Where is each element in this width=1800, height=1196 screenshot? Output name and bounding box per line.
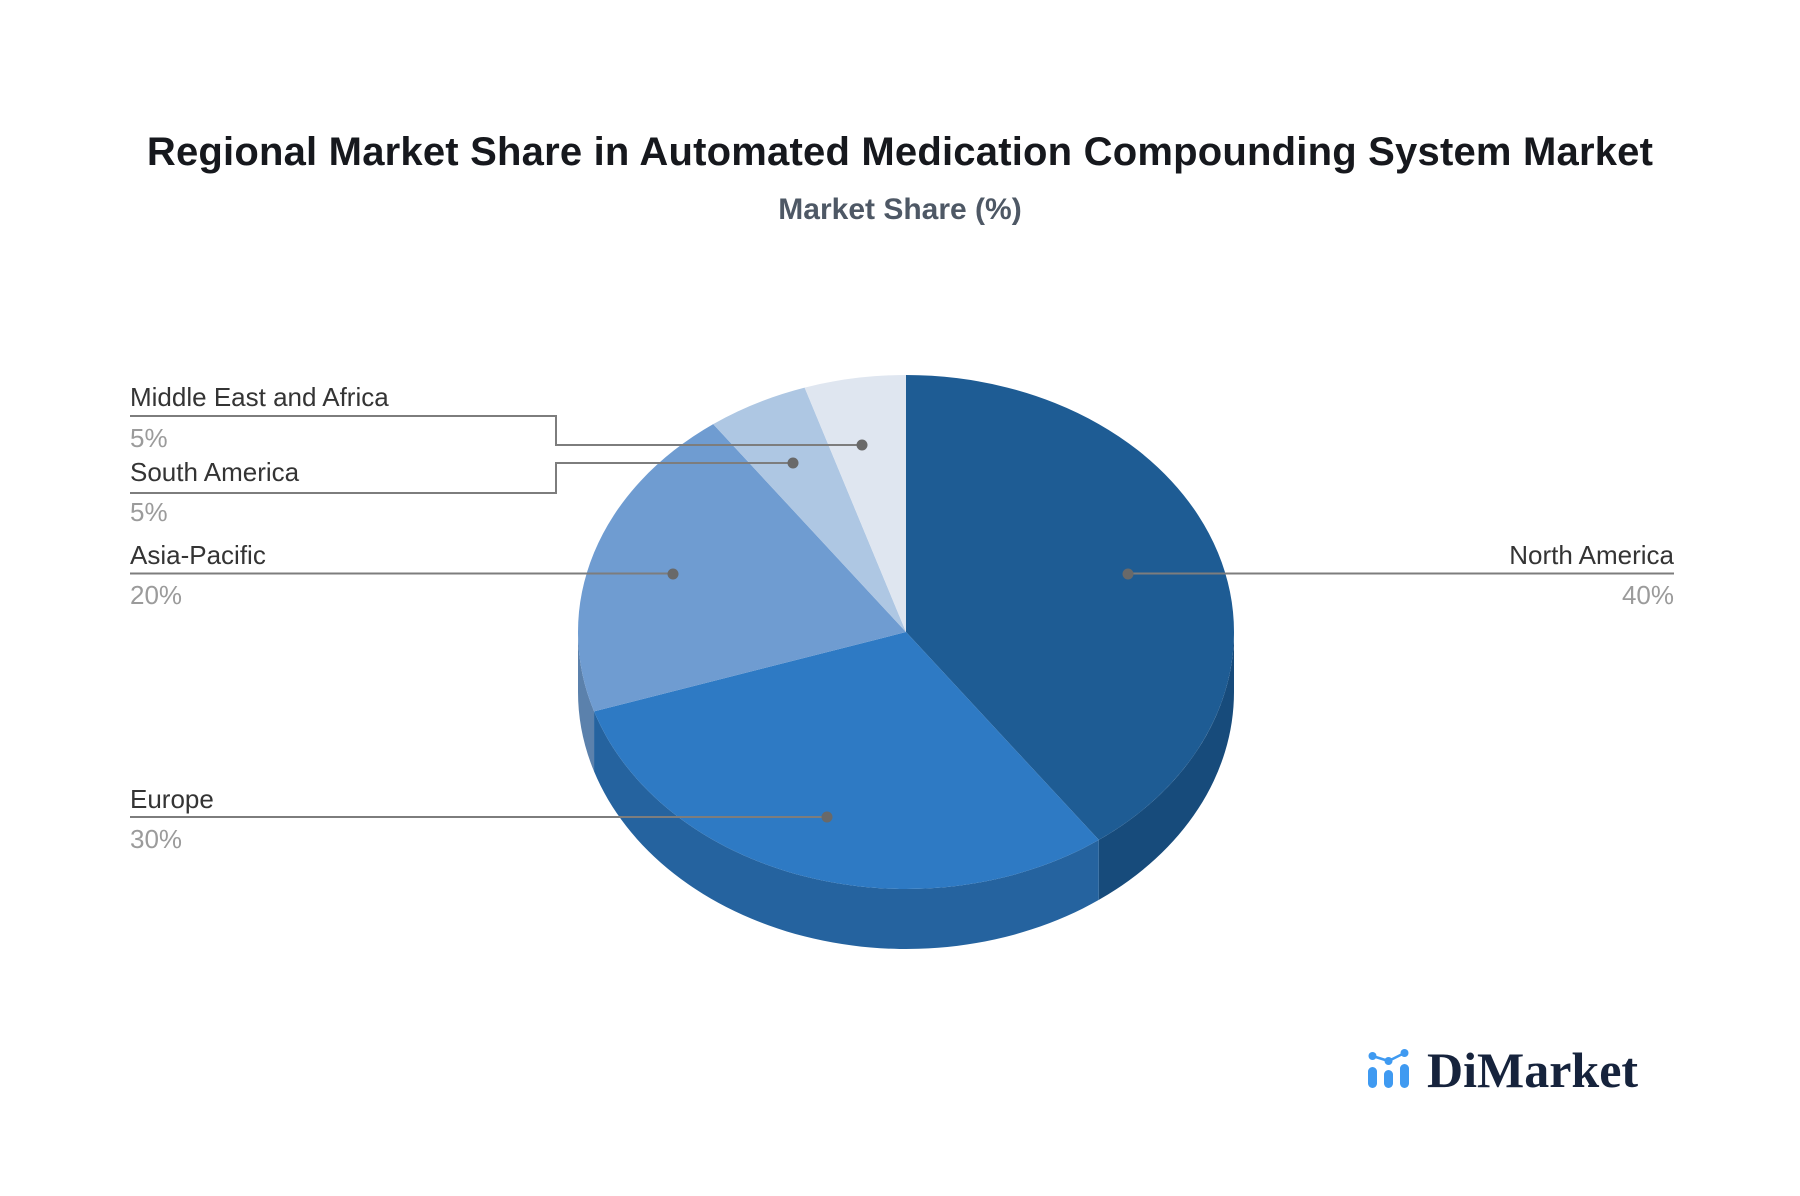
- callout-value-asia-pacific: 20%: [130, 580, 182, 610]
- callout-value-middle-east-and-africa: 5%: [130, 423, 168, 453]
- logo-dot: [1400, 1049, 1409, 1057]
- pie-slice-middle-east-and-africa[interactable]: [804, 375, 906, 632]
- logo-bar: [1400, 1064, 1409, 1088]
- leader-dot-south-america: [787, 457, 799, 469]
- logo-bar: [1368, 1067, 1377, 1088]
- callout-value-europe: 30%: [130, 824, 182, 854]
- pie-slice-side-asia-pacific: [578, 632, 595, 772]
- brand-logo: DiMarket: [1363, 1040, 1638, 1095]
- callout-label-asia-pacific: Asia-Pacific: [130, 540, 266, 570]
- pie-slice-europe[interactable]: [594, 632, 1099, 889]
- leader-line-middle-east-and-africa: [130, 415, 862, 446]
- pie-slice-asia-pacific[interactable]: [578, 424, 906, 712]
- leader-line-south-america: [130, 462, 793, 494]
- leader-dot-north-america: [1122, 568, 1134, 580]
- callout-label-middle-east-and-africa: Middle East and Africa: [130, 382, 389, 412]
- leader-dot-asia-pacific: [667, 568, 679, 580]
- callout-label-north-america: North America: [1509, 540, 1674, 570]
- callout-label-south-america: South America: [130, 457, 300, 487]
- leader-dot-middle-east-and-africa: [856, 439, 868, 451]
- bar-line-chart-icon: [1363, 1040, 1413, 1095]
- pie-slice-north-america[interactable]: [906, 375, 1234, 840]
- logo-bar: [1384, 1070, 1393, 1088]
- callout-label-europe: Europe: [130, 784, 214, 814]
- callout-value-south-america: 5%: [130, 497, 168, 527]
- pie-slice-south-america[interactable]: [713, 387, 906, 632]
- pie-slice-side-north-america: [1098, 632, 1234, 900]
- logo-dot: [1368, 1052, 1377, 1060]
- callout-value-north-america: 40%: [1622, 580, 1674, 610]
- logo-dot: [1384, 1057, 1393, 1065]
- leader-dot-europe: [821, 811, 833, 823]
- brand-name: DiMarket: [1427, 1042, 1639, 1098]
- chart-subtitle: Market Share (%): [778, 193, 1022, 226]
- chart-header: Regional Market Share in Automated Medic…: [0, 0, 1800, 227]
- chart-title: Regional Market Share in Automated Medic…: [146, 130, 1654, 174]
- pie-slice-side-europe: [594, 711, 1099, 949]
